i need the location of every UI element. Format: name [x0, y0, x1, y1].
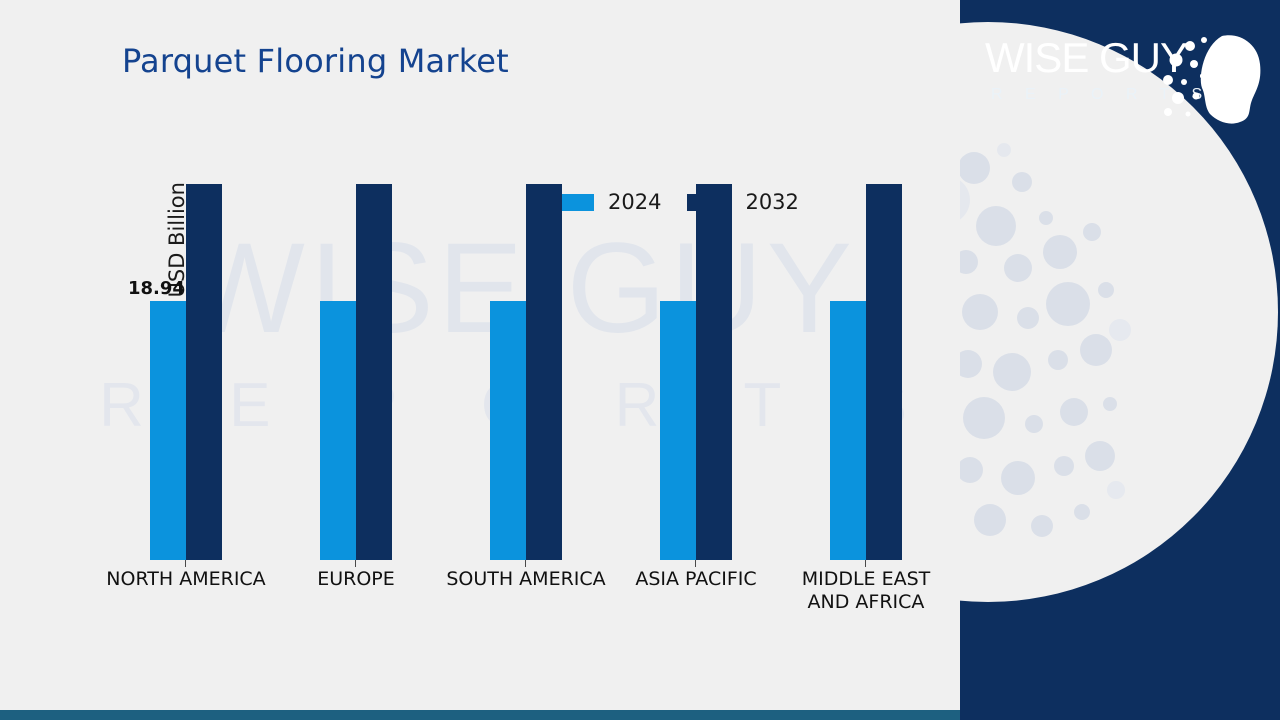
x-axis-category-label: EUROPE [317, 568, 395, 590]
bar-2032[interactable] [186, 184, 222, 560]
x-axis-tick [355, 560, 356, 567]
legend-label-2032: 2032 [745, 190, 799, 214]
bar-group: 18.94 NORTH AMERICA [106, 150, 266, 590]
dot-cluster-decoration [960, 143, 1131, 537]
bar-group: EUROPE [317, 150, 395, 590]
logo-subwordmark: R E P O R T S [991, 86, 1212, 103]
bar-group: SOUTH AMERICA [446, 150, 606, 590]
x-axis-tick [865, 560, 866, 567]
bar-group: MIDDLE EAST AND AFRICA [802, 150, 930, 613]
x-axis-tick [185, 560, 186, 567]
logo-wordmark: WISE GUY [985, 34, 1188, 81]
bar-group: ASIA PACIFIC [635, 150, 757, 590]
bar-2032[interactable] [526, 184, 562, 560]
bottom-accent-bar [0, 710, 960, 720]
bar-value-label: 18.94 [128, 278, 185, 300]
x-axis-tick [525, 560, 526, 567]
x-axis-category-label: ASIA PACIFIC [635, 568, 757, 590]
legend-label-2024: 2024 [608, 190, 662, 214]
bar-2024[interactable]: 18.94 [128, 278, 186, 560]
x-axis-category-label: SOUTH AMERICA [446, 568, 606, 590]
logo-face-icon [1163, 35, 1261, 124]
bar-2024[interactable] [320, 301, 356, 560]
bar-2032[interactable] [356, 184, 392, 560]
brand-logo: WISE GUY R E P O R T S [985, 34, 1270, 124]
bar-2024[interactable] [660, 301, 696, 560]
page-title: Parquet Flooring Market [122, 42, 509, 80]
bar-2032[interactable] [696, 184, 732, 560]
x-axis-tick [695, 560, 696, 567]
plot-area: Market Size in USD Billion 2024 2032 18.… [60, 150, 950, 670]
bar-2032[interactable] [866, 184, 902, 560]
bar-2024[interactable] [490, 301, 526, 560]
bar-2024[interactable] [830, 301, 866, 560]
bar-groups: 18.94 NORTH AMERICA EUROPE SOUTH AMERICA ASI… [60, 150, 950, 613]
x-axis-category-label: MIDDLE EAST AND AFRICA [801, 568, 931, 613]
x-axis-category-label: NORTH AMERICA [106, 568, 266, 590]
